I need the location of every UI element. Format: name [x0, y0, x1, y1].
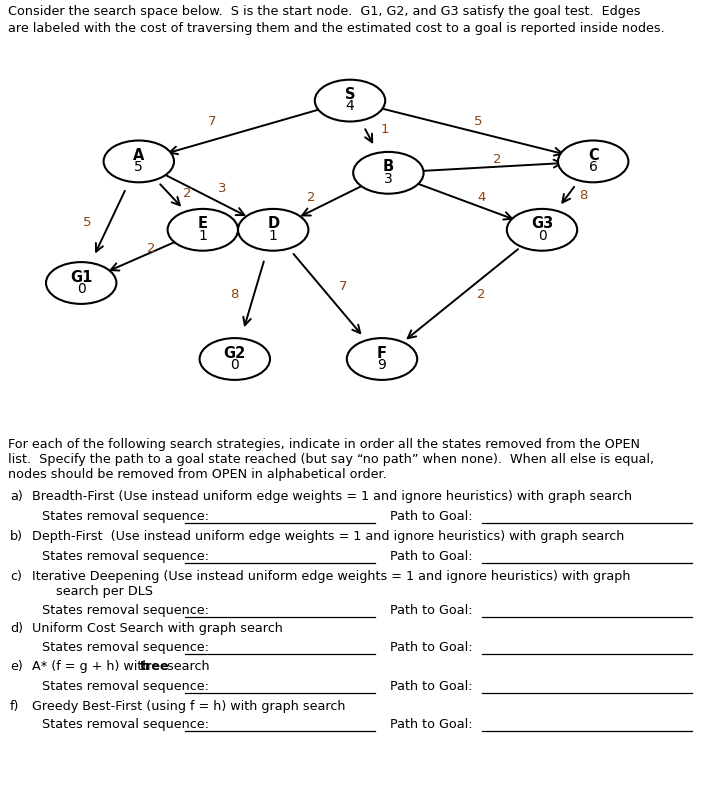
Text: Path to Goal:: Path to Goal: — [390, 718, 472, 731]
Text: 0: 0 — [77, 282, 85, 296]
Text: b): b) — [10, 530, 23, 543]
Text: list.  Specify the path to a goal state reached (but say “no path” when none).  : list. Specify the path to a goal state r… — [8, 453, 654, 466]
Text: States removal sequence:: States removal sequence: — [42, 641, 209, 654]
Text: Path to Goal:: Path to Goal: — [390, 604, 472, 617]
Text: Path to Goal:: Path to Goal: — [390, 680, 472, 693]
Text: search: search — [163, 660, 210, 673]
Ellipse shape — [558, 141, 628, 182]
Ellipse shape — [238, 209, 308, 250]
Ellipse shape — [104, 141, 174, 182]
Text: G1: G1 — [70, 270, 92, 285]
Text: G3: G3 — [531, 217, 553, 232]
Text: 2: 2 — [493, 153, 501, 166]
Text: A: A — [133, 148, 145, 163]
Text: 5: 5 — [83, 216, 92, 229]
Ellipse shape — [353, 152, 424, 194]
Text: search per DLS: search per DLS — [32, 585, 153, 598]
Text: a): a) — [10, 490, 23, 503]
Text: C: C — [588, 148, 599, 163]
Text: Path to Goal:: Path to Goal: — [390, 641, 472, 654]
Ellipse shape — [315, 80, 385, 122]
Text: f): f) — [10, 700, 19, 713]
Text: States removal sequence:: States removal sequence: — [42, 604, 209, 617]
Text: F: F — [377, 345, 387, 361]
Text: Iterative Deepening (Use instead uniform edge weights = 1 and ignore heuristics): Iterative Deepening (Use instead uniform… — [32, 570, 630, 583]
Text: 3: 3 — [218, 181, 226, 195]
Text: 0: 0 — [538, 229, 546, 242]
Text: 5: 5 — [135, 160, 143, 174]
Text: States removal sequence:: States removal sequence: — [42, 510, 209, 523]
Text: G2: G2 — [223, 345, 246, 361]
Text: 0: 0 — [231, 358, 239, 372]
Ellipse shape — [46, 262, 116, 304]
Text: D: D — [267, 217, 279, 232]
Text: 9: 9 — [378, 358, 386, 372]
Text: 7: 7 — [208, 115, 216, 128]
Text: nodes should be removed from OPEN in alphabetical order.: nodes should be removed from OPEN in alp… — [8, 468, 387, 481]
Text: Consider the search space below.  S is the start node.  G1, G2, and G3 satisfy t: Consider the search space below. S is th… — [8, 5, 641, 18]
Text: For each of the following search strategies, indicate in order all the states re: For each of the following search strateg… — [8, 438, 640, 451]
Text: 4: 4 — [345, 100, 355, 114]
Text: 5: 5 — [474, 115, 482, 128]
Text: 8: 8 — [580, 189, 588, 202]
Text: 7: 7 — [339, 280, 348, 293]
Text: States removal sequence:: States removal sequence: — [42, 550, 209, 563]
Ellipse shape — [347, 338, 417, 380]
Text: 1: 1 — [381, 122, 389, 135]
Text: 8: 8 — [231, 288, 239, 301]
Text: A* (f = g + h) with: A* (f = g + h) with — [32, 660, 154, 673]
Text: 2: 2 — [147, 242, 156, 255]
Text: are labeled with the cost of traversing them and the estimated cost to a goal is: are labeled with the cost of traversing … — [8, 22, 665, 35]
Text: 3: 3 — [384, 171, 393, 186]
Text: 2: 2 — [477, 288, 486, 301]
Text: 6: 6 — [589, 160, 598, 174]
Text: 1: 1 — [269, 229, 278, 242]
Text: Greedy Best-First (using f = h) with graph search: Greedy Best-First (using f = h) with gra… — [32, 700, 345, 713]
Text: c): c) — [10, 570, 22, 583]
Text: States removal sequence:: States removal sequence: — [42, 680, 209, 693]
Text: 2: 2 — [183, 188, 191, 200]
Text: E: E — [198, 217, 208, 232]
Text: 1: 1 — [198, 229, 207, 242]
Text: d): d) — [10, 622, 23, 635]
Text: B: B — [383, 159, 394, 175]
Text: States removal sequence:: States removal sequence: — [42, 718, 209, 731]
Text: 4: 4 — [477, 191, 485, 204]
Ellipse shape — [168, 209, 238, 250]
Text: Depth-First  (Use instead uniform edge weights = 1 and ignore heuristics) with g: Depth-First (Use instead uniform edge we… — [32, 530, 625, 543]
Text: Path to Goal:: Path to Goal: — [390, 510, 472, 523]
Text: Uniform Cost Search with graph search: Uniform Cost Search with graph search — [32, 622, 283, 635]
Text: Path to Goal:: Path to Goal: — [390, 550, 472, 563]
Ellipse shape — [507, 209, 577, 250]
Text: tree: tree — [140, 660, 170, 673]
Text: S: S — [345, 87, 355, 102]
Ellipse shape — [200, 338, 270, 380]
Text: 2: 2 — [307, 191, 316, 204]
Text: e): e) — [10, 660, 23, 673]
Text: Breadth-First (Use instead uniform edge weights = 1 and ignore heuristics) with : Breadth-First (Use instead uniform edge … — [32, 490, 632, 503]
